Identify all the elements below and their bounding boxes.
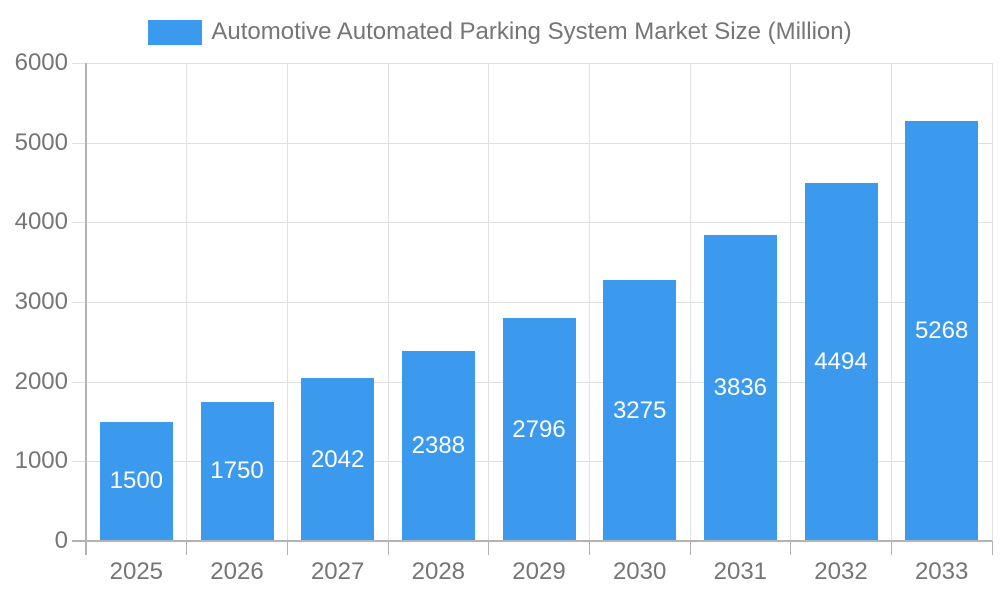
bar-value-label: 2042 bbox=[310, 445, 365, 473]
y-axis-label: 2000 bbox=[14, 367, 68, 395]
v-gridline bbox=[790, 63, 792, 541]
x-axis-tick bbox=[186, 541, 188, 555]
x-axis-tick bbox=[790, 541, 792, 555]
bar-2028[interactable]: 2388 bbox=[401, 350, 475, 541]
chart-title: Automotive Automated Parking System Mark… bbox=[211, 18, 852, 45]
v-gridline bbox=[387, 63, 389, 541]
x-axis-label: 2031 bbox=[713, 558, 768, 585]
h-gridline bbox=[72, 302, 992, 303]
x-axis-tick bbox=[286, 541, 288, 555]
bar-2025[interactable]: 1500 bbox=[99, 421, 173, 541]
bar-2032[interactable]: 4494 bbox=[804, 182, 878, 541]
x-axis-label: 2028 bbox=[411, 558, 466, 585]
x-axis-label: 2032 bbox=[814, 558, 868, 585]
bar-value-label: 2388 bbox=[411, 431, 466, 459]
x-axis-label: 2027 bbox=[310, 558, 365, 585]
bar-2033[interactable]: 5268 bbox=[905, 121, 979, 541]
legend-swatch bbox=[148, 19, 203, 45]
h-gridline bbox=[72, 142, 992, 144]
x-axis-tick bbox=[689, 541, 691, 555]
bar-value-label: 3275 bbox=[612, 396, 667, 424]
x-axis-label: 2033 bbox=[914, 558, 969, 585]
bar-value-label: 4494 bbox=[814, 347, 868, 375]
x-axis-label: 2026 bbox=[210, 558, 264, 585]
y-axis-label: 3000 bbox=[14, 288, 68, 315]
plot-area: 1500 1750 2042 2388 2796 3275 3836 4494 5268 bbox=[72, 63, 993, 555]
y-axis-label: 4000 bbox=[14, 208, 68, 236]
v-gridline bbox=[689, 63, 691, 541]
x-axis-tick bbox=[890, 541, 892, 555]
x-axis-label: 2030 bbox=[612, 558, 667, 585]
y-axis-line bbox=[85, 63, 87, 555]
v-gridline bbox=[588, 63, 590, 541]
v-gridline bbox=[890, 63, 892, 541]
v-gridline bbox=[186, 63, 188, 541]
y-axis-label: 0 bbox=[54, 527, 68, 554]
bar-2027[interactable]: 2042 bbox=[301, 378, 375, 541]
v-gridline bbox=[991, 63, 993, 541]
v-gridline bbox=[286, 63, 288, 541]
h-gridline bbox=[72, 63, 992, 64]
bar-value-label: 5268 bbox=[914, 317, 969, 345]
x-axis-label: 2029 bbox=[512, 558, 566, 585]
v-gridline bbox=[488, 63, 490, 541]
x-axis-tick bbox=[588, 541, 590, 555]
bar-value-label: 1750 bbox=[210, 457, 264, 485]
x-axis-label: 2025 bbox=[109, 558, 164, 585]
h-gridline bbox=[72, 222, 992, 224]
bar-2029[interactable]: 2796 bbox=[502, 318, 576, 541]
x-axis-tick bbox=[488, 541, 490, 555]
x-axis-tick bbox=[991, 541, 993, 555]
x-axis-tick bbox=[387, 541, 389, 555]
bar-2026[interactable]: 1750 bbox=[200, 401, 274, 541]
bar-value-label: 2796 bbox=[512, 415, 566, 443]
bar-2030[interactable]: 3275 bbox=[603, 280, 677, 541]
y-axis-label: 5000 bbox=[14, 128, 68, 156]
y-axis-label: 1000 bbox=[14, 447, 68, 475]
bar-value-label: 3836 bbox=[713, 374, 768, 402]
chart-legend: Automotive Automated Parking System Mark… bbox=[0, 18, 1000, 46]
bar-value-label: 1500 bbox=[109, 467, 164, 495]
x-axis-line bbox=[72, 540, 992, 542]
y-axis-label: 6000 bbox=[14, 49, 68, 76]
bar-2031[interactable]: 3836 bbox=[703, 235, 777, 541]
